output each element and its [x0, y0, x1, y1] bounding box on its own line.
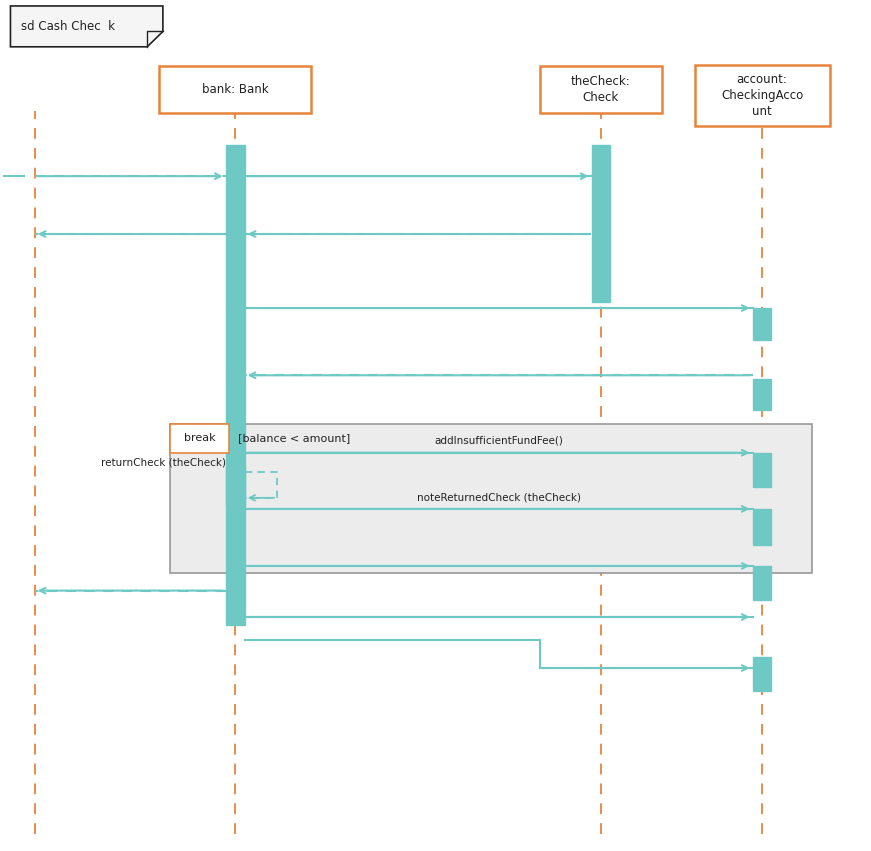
- Bar: [540, 66, 662, 113]
- Text: returnCheck (theCheck): returnCheck (theCheck): [101, 457, 226, 467]
- Text: break: break: [184, 433, 215, 443]
- Bar: [159, 66, 312, 113]
- Text: noteReturnedCheck (theCheck): noteReturnedCheck (theCheck): [416, 492, 581, 502]
- Text: bank: Bank: bank: Bank: [202, 83, 268, 96]
- Bar: [592, 145, 610, 302]
- Bar: [170, 424, 229, 453]
- Bar: [753, 308, 771, 340]
- Bar: [753, 453, 771, 487]
- Text: [balance < amount]: [balance < amount]: [238, 433, 350, 443]
- Bar: [226, 466, 245, 505]
- Bar: [753, 509, 771, 545]
- Text: account:
CheckingAcco
unt: account: CheckingAcco unt: [721, 73, 803, 117]
- Bar: [753, 566, 771, 600]
- Bar: [226, 145, 245, 625]
- Bar: [695, 65, 829, 126]
- Bar: [753, 657, 771, 691]
- Text: theCheck:
Check: theCheck: Check: [571, 75, 631, 104]
- Polygon shape: [10, 6, 163, 47]
- Bar: [170, 424, 812, 573]
- Text: sd Cash Chec  k: sd Cash Chec k: [21, 20, 115, 33]
- Bar: [753, 379, 771, 410]
- Text: addInsufficientFundFee(): addInsufficientFundFee(): [435, 436, 563, 446]
